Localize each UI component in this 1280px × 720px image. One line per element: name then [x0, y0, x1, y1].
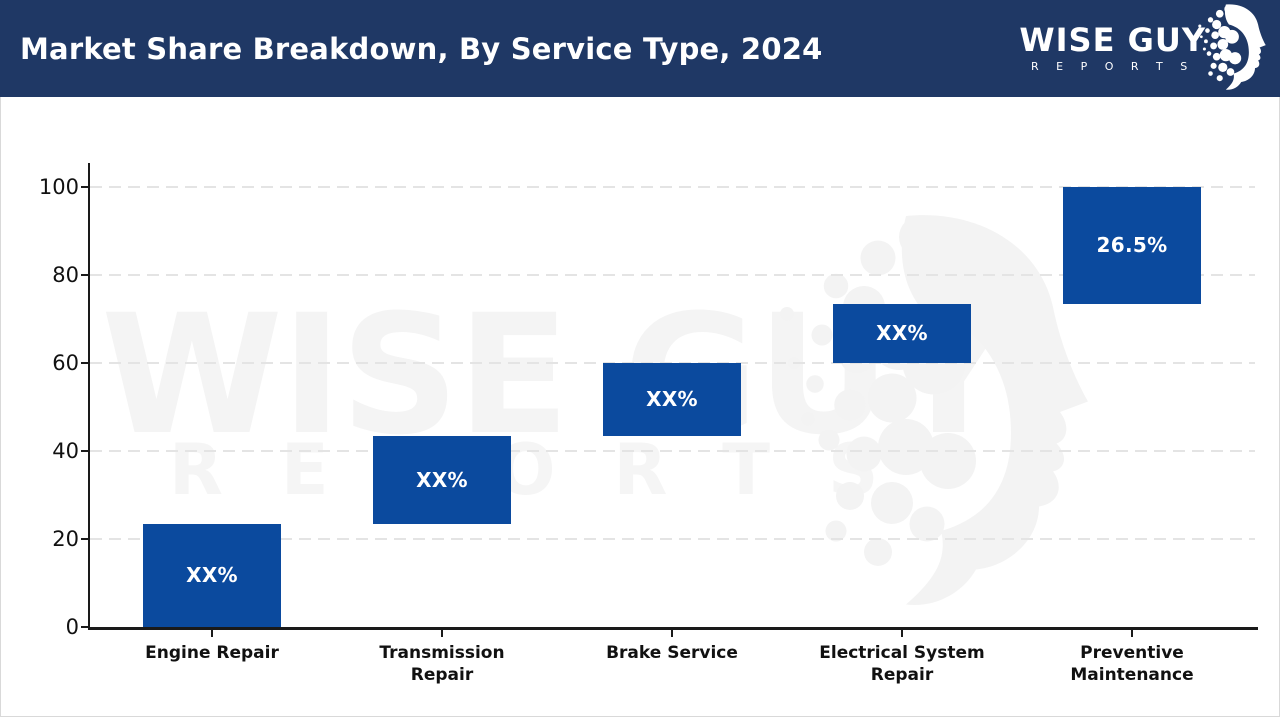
gridline — [90, 186, 1255, 188]
y-tick-mark — [81, 537, 89, 541]
x-tick-mark — [670, 629, 674, 637]
gridline — [90, 274, 1255, 276]
x-tick-label-text: Transmission Repair — [379, 643, 505, 686]
x-tick-mark — [440, 629, 444, 637]
header: Market Share Breakdown, By Service Type,… — [0, 0, 1280, 97]
x-tick-label: Transmission Repair — [327, 642, 557, 686]
page-title: Market Share Breakdown, By Service Type,… — [20, 31, 823, 66]
y-tick-label-text: 40 — [52, 439, 79, 463]
x-tick-label-text: Brake Service — [606, 643, 738, 663]
y-tick-mark — [81, 185, 89, 189]
x-tick-mark — [1130, 629, 1134, 637]
x-tick-mark — [210, 629, 214, 637]
bar: XX% — [143, 523, 281, 627]
x-tick-label: Electrical System Repair — [787, 642, 1017, 686]
gridline — [90, 538, 1255, 540]
bar-value-label: XX% — [646, 387, 698, 412]
y-tick-label-text: 80 — [52, 263, 79, 287]
y-tick-label-text: 20 — [52, 527, 79, 551]
plot: 0 20 40 60 80 100 XX% Engine Repair XX% Transmiss… — [1, 97, 1279, 716]
gridline — [90, 450, 1255, 452]
x-tick-label: Preventive Maintenance — [1017, 642, 1247, 686]
logo-subtitle: R E P O R T S — [1031, 60, 1195, 73]
y-tick-label: 40 — [9, 438, 79, 464]
watermark-text-reports: REPORTS — [169, 429, 937, 511]
bar-value-label: XX% — [416, 467, 468, 492]
x-tick-label-text: Electrical System Repair — [819, 643, 985, 686]
bar: XX% — [373, 435, 511, 524]
y-tick-mark — [81, 449, 89, 453]
y-tick-mark — [81, 273, 89, 277]
bar-value-label: XX% — [186, 563, 238, 588]
y-tick-label-text: 100 — [38, 175, 79, 199]
y-axis-line — [87, 163, 90, 630]
bar: XX% — [833, 303, 971, 363]
y-tick-label-text: 0 — [65, 615, 79, 639]
y-tick-label: 0 — [9, 614, 79, 640]
y-tick-label: 100 — [9, 174, 79, 200]
y-tick-label: 80 — [9, 262, 79, 288]
chart-area: WISE GUY REPORTS 0 20 40 60 80 100 XX% Engine R… — [0, 97, 1280, 717]
x-tick-label: Brake Service — [557, 642, 787, 664]
wiseguy-logo-text: WISE GUY R E P O R T S — [1019, 24, 1206, 73]
wiseguy-face-icon — [1198, 3, 1266, 90]
y-tick-label: 60 — [9, 350, 79, 376]
bar-value-label: XX% — [876, 321, 928, 346]
logo-name: WISE GUY — [1019, 21, 1206, 59]
y-tick-mark — [81, 361, 89, 365]
x-tick-label: Engine Repair — [97, 642, 327, 664]
bar-value-label: 26.5% — [1096, 233, 1168, 258]
x-tick-mark — [900, 629, 904, 637]
wiseguy-logo: WISE GUY R E P O R T S — [1019, 3, 1272, 95]
x-tick-label-text: Preventive Maintenance — [1070, 643, 1194, 686]
y-tick-label: 20 — [9, 526, 79, 552]
y-tick-mark — [81, 625, 89, 629]
bar: XX% — [603, 363, 741, 436]
y-tick-label-text: 60 — [52, 351, 79, 375]
x-tick-label-text: Engine Repair — [145, 643, 279, 663]
bar: 26.5% — [1063, 187, 1201, 304]
x-axis-line — [87, 627, 1258, 630]
